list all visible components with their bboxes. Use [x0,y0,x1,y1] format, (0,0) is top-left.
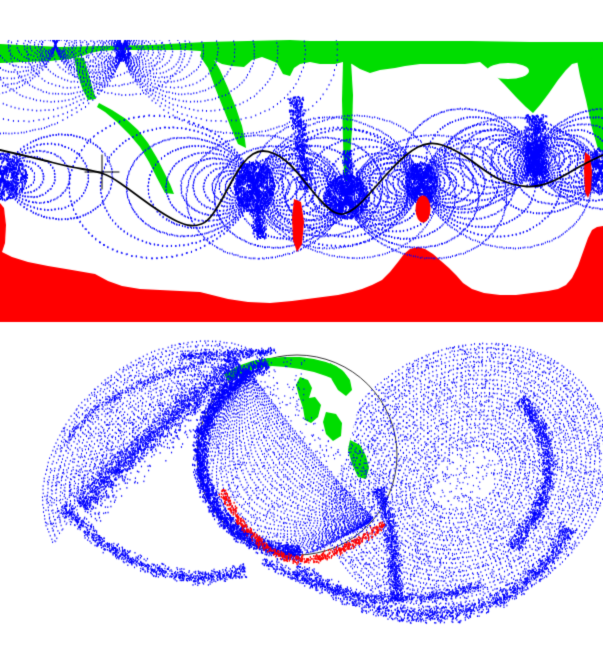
sphere-view-panel [0,330,603,645]
synoptic-map-panel [0,0,603,330]
